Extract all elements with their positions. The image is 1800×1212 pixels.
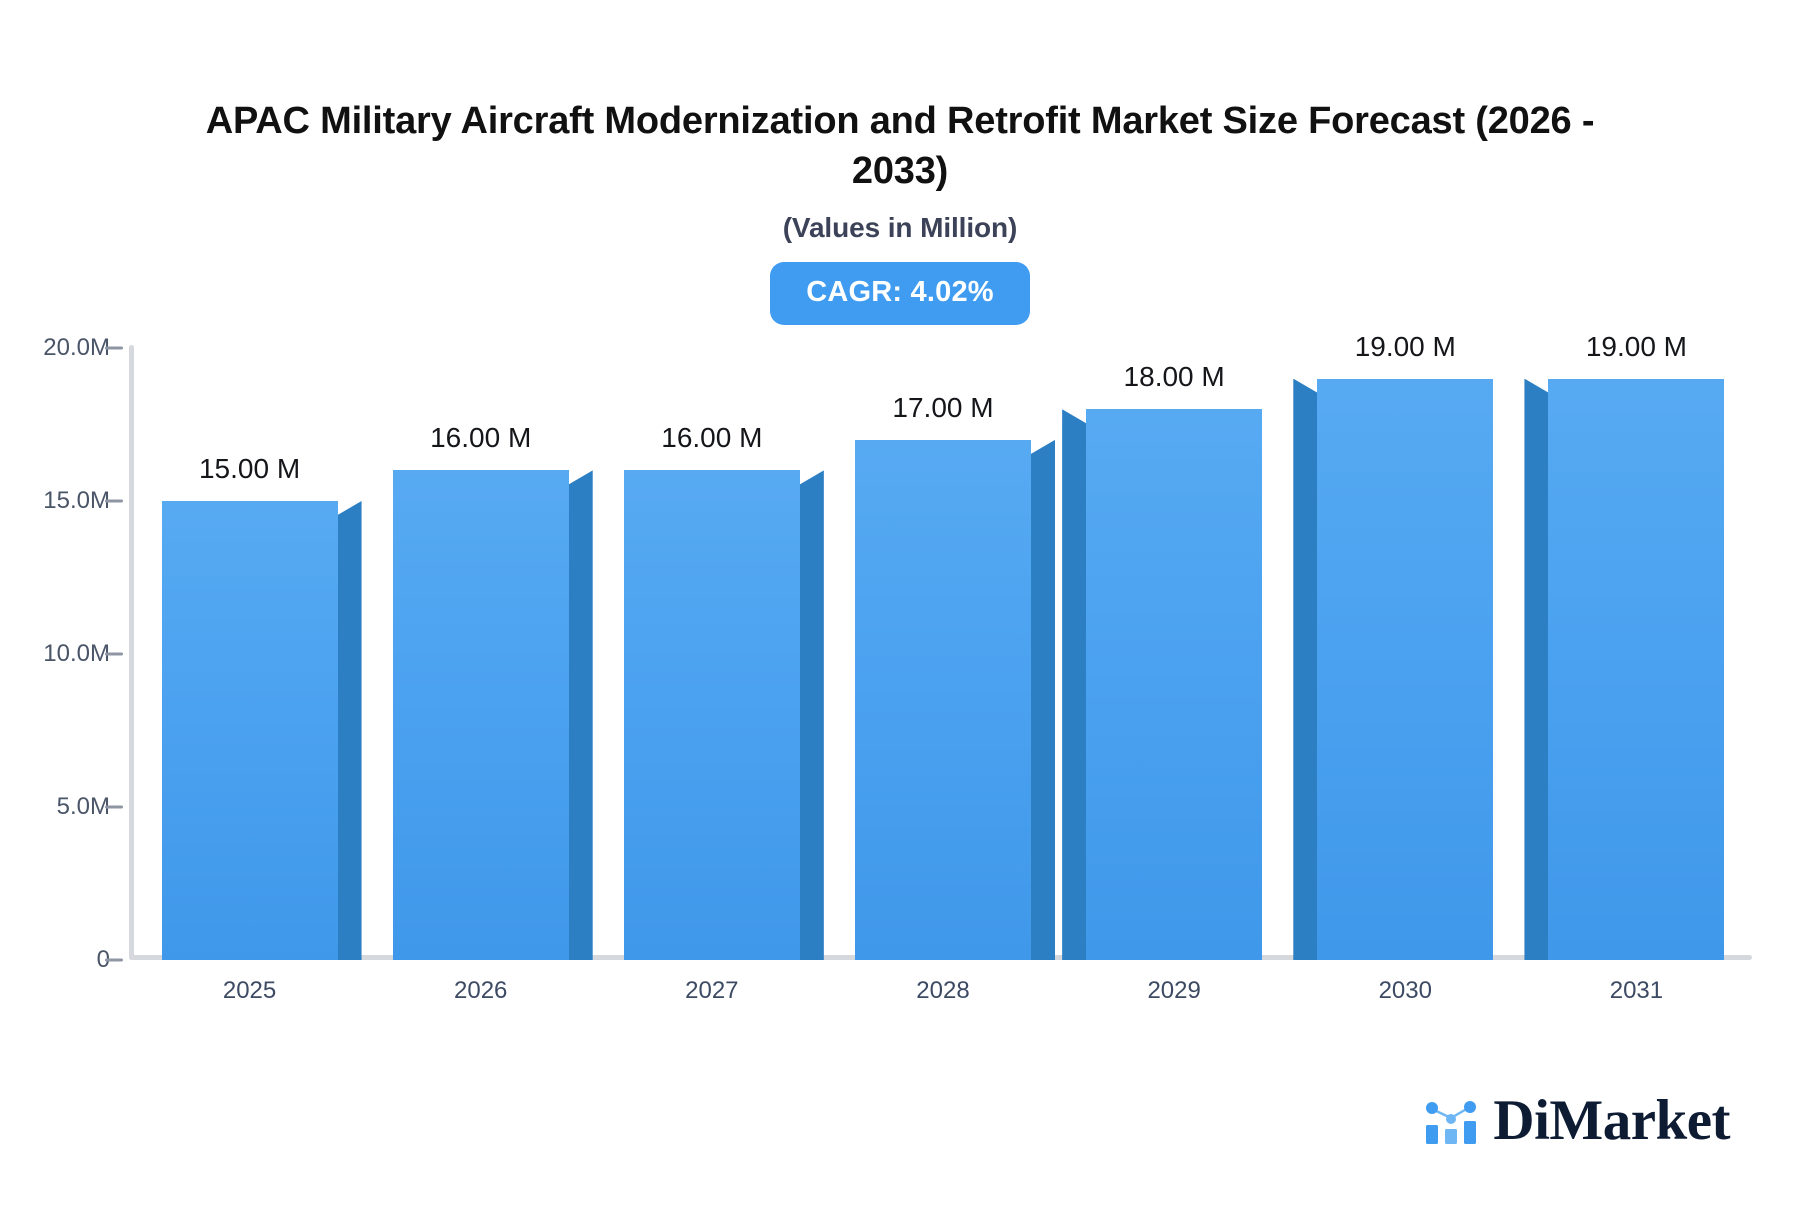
cagr-badge-wrap: CAGR: 4.02% [0,262,1800,325]
y-axis-tick-label: 5.0M [56,793,110,820]
bar-depth-face [799,470,824,960]
brand-logo: DiMarket [1423,1092,1730,1149]
bar[interactable]: 19.00 M [1293,331,1494,960]
y-axis-tick-label: 0 [96,946,110,973]
x-axis-tick-label: 2027 [685,977,739,1004]
y-axis-tick-label: 10.0M [43,640,110,667]
bar-value-label: 16.00 M [430,422,532,454]
bar[interactable]: 18.00 M [1062,361,1263,960]
bar-depth-face [1293,378,1318,960]
page-title: APAC Military Aircraft Modernization and… [205,100,1595,193]
bar-front-face [161,501,338,960]
bar-value-label: 19.00 M [1585,330,1687,362]
bar-value-label: 16.00 M [661,422,763,454]
bar[interactable]: 16.00 M [623,422,824,960]
bar-front-face [623,470,800,960]
y-axis-tick-mark [105,652,123,656]
status-badge: CAGR: 4.02% [770,262,1030,325]
bar-value-label: 15.00 M [198,453,301,484]
y-axis-tick-label: 15.0M [43,487,110,514]
y-axis-tick-mark [105,805,123,809]
x-axis-tick-label: 2030 [1378,977,1432,1004]
bar-value-label: 19.00 M [1354,330,1456,362]
y-axis-tick-mark [105,958,123,962]
bar-depth-face [1062,409,1087,960]
bar-front-face [855,439,1031,960]
bar-value-label: 18.00 M [1123,361,1225,393]
bar[interactable]: 17.00 M [855,392,1055,960]
y-axis-tick-label: 20.0M [43,334,110,361]
bar-value-label: 17.00 M [892,391,994,423]
title-block: APAC Military Aircraft Modernization and… [0,96,1800,244]
x-axis-tick-label: 2031 [1609,977,1664,1004]
bar-depth-face [337,501,362,960]
y-axis-tick-mark [105,346,123,350]
x-axis-tick-label: 2028 [916,977,970,1004]
bar-depth-face [1524,378,1549,960]
y-axis-line [129,345,134,960]
logo-text: DiMarket [1493,1089,1730,1152]
bar[interactable]: 16.00 M [392,422,593,960]
x-axis-tick-label: 2025 [222,977,277,1004]
bar-depth-face [1031,439,1055,960]
bar-front-face [392,470,569,960]
x-axis-tick-label: 2026 [454,977,508,1004]
bar-front-face [1548,378,1725,960]
bar[interactable]: 15.00 M [161,453,362,960]
bar-depth-face [568,470,593,960]
bar-chart-logo-icon [1426,1100,1477,1144]
bar[interactable]: 19.00 M [1524,331,1725,960]
y-axis-tick-mark [105,499,123,503]
chart-subtitle: (Values in Million) [782,212,1018,244]
bar-front-face [1086,409,1263,960]
bar-front-face [1317,378,1494,960]
x-axis-tick-label: 2029 [1147,977,1201,1004]
